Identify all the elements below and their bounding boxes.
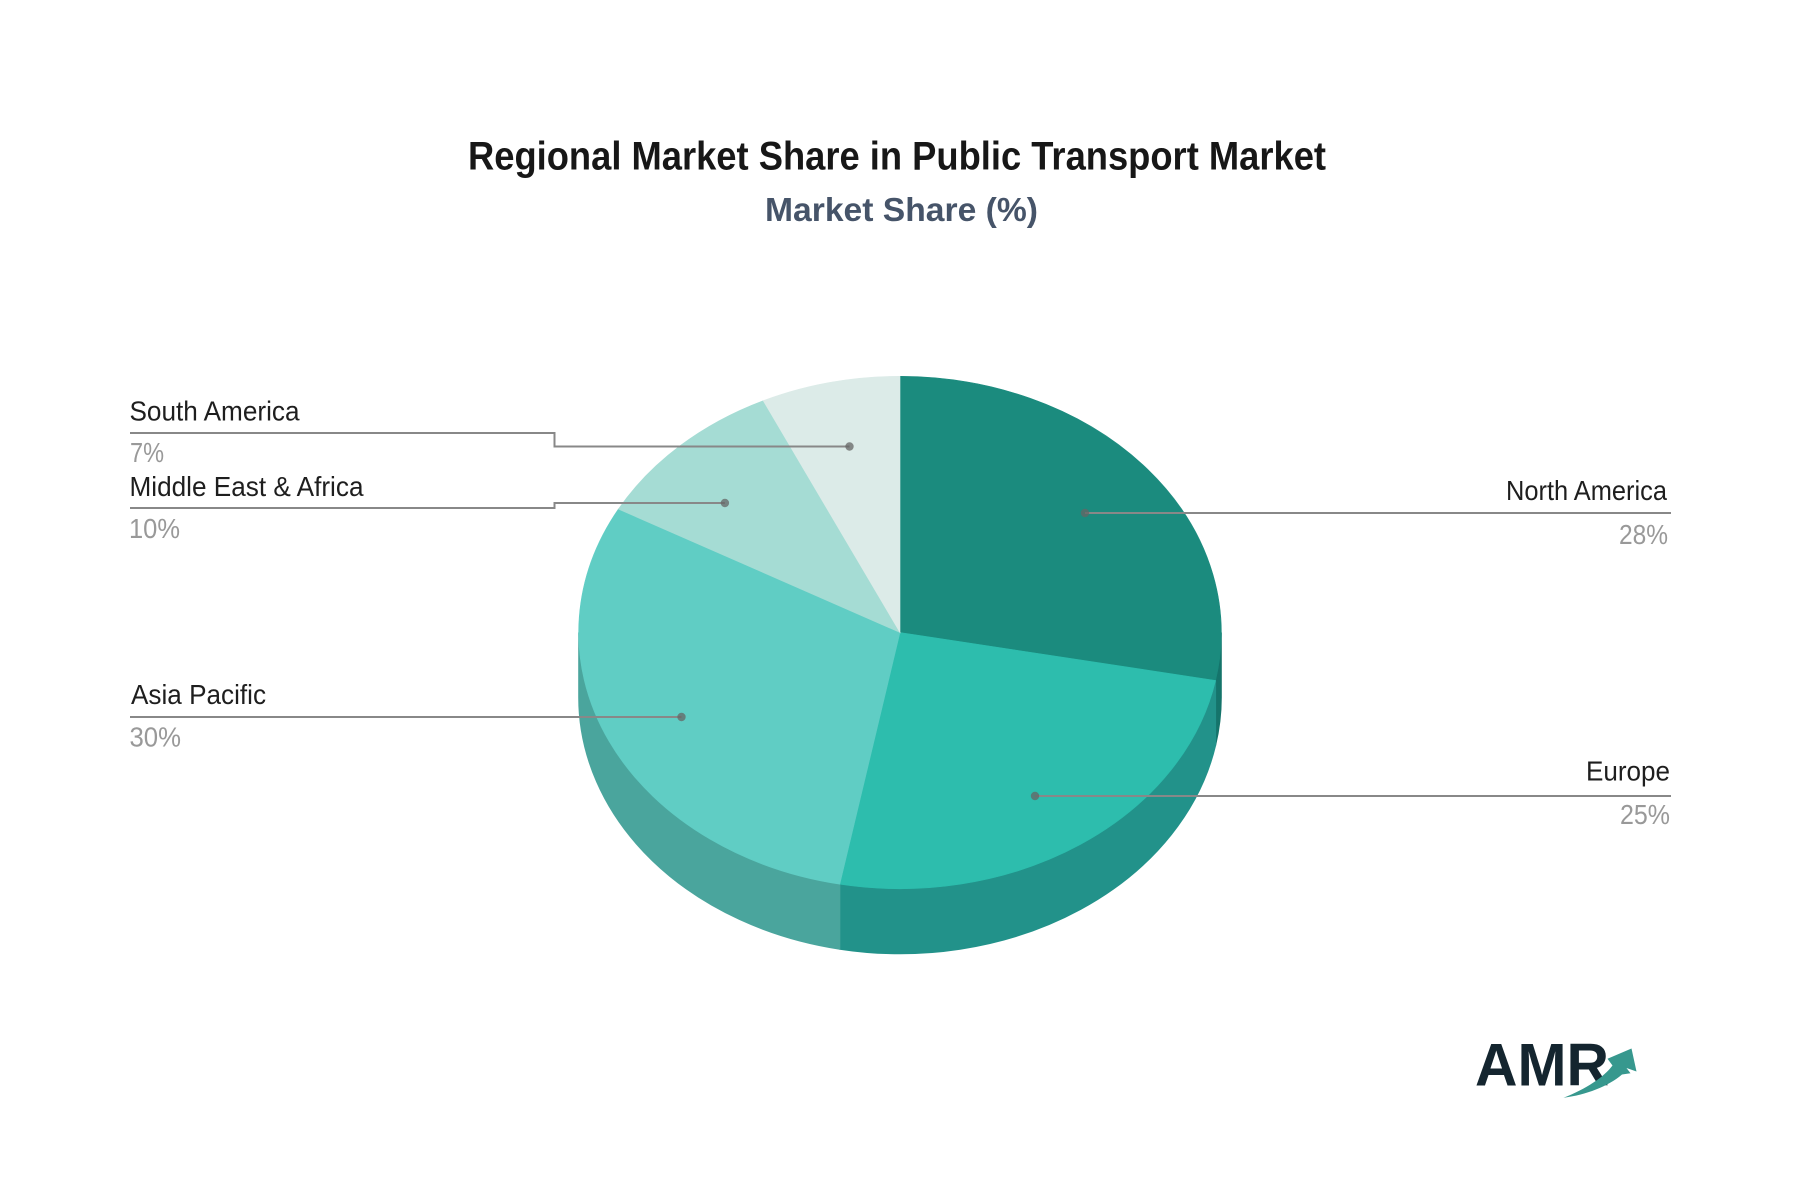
svg-text:Europe: Europe	[1586, 755, 1670, 786]
svg-text:Regional Market Share in Publi: Regional Market Share in Public Transpor…	[468, 134, 1326, 178]
svg-text:South America: South America	[130, 396, 300, 427]
svg-text:North America: North America	[1506, 475, 1667, 506]
svg-text:25%: 25%	[1620, 799, 1670, 830]
svg-text:28%: 28%	[1619, 519, 1668, 550]
svg-text:7%: 7%	[130, 437, 164, 468]
svg-text:10%: 10%	[129, 513, 180, 544]
svg-text:Middle East & Africa: Middle East & Africa	[130, 471, 364, 502]
svg-text:Market Share (%): Market Share (%)	[765, 191, 1038, 228]
svg-text:Asia Pacific: Asia Pacific	[131, 679, 266, 710]
svg-text:30%: 30%	[130, 722, 182, 753]
